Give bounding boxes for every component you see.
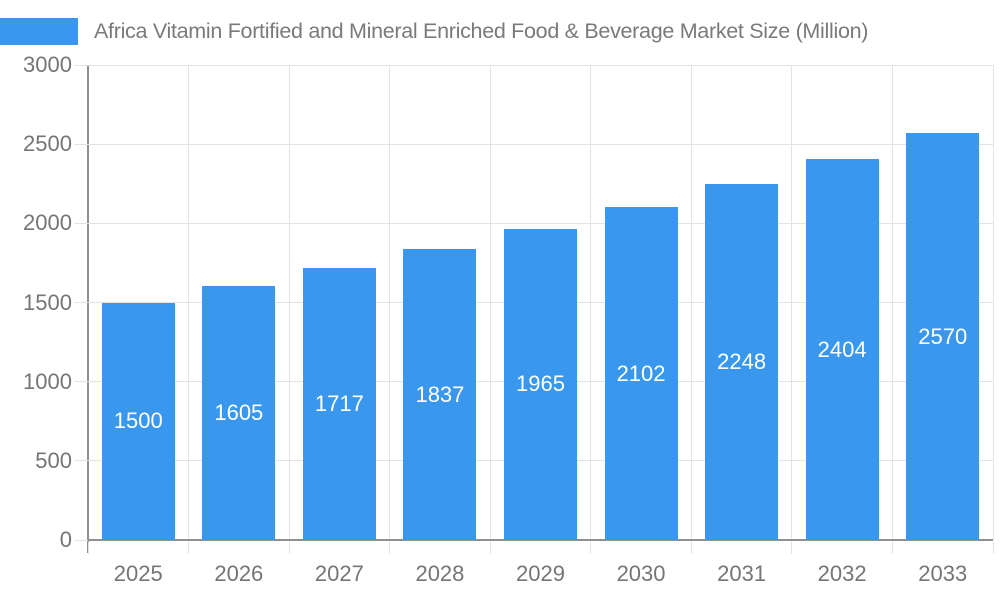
bar-value-label: 1500	[113, 408, 163, 434]
bar-2025[interactable]: 1500	[101, 302, 175, 540]
x-tick-label: 2031	[717, 561, 767, 586]
v-gridline	[590, 65, 592, 540]
bar-2030[interactable]: 2102	[604, 207, 678, 540]
bar-value-label: 2570	[918, 323, 968, 349]
bar-value-label: 2248	[717, 349, 767, 375]
bar-value-label: 1837	[415, 381, 465, 407]
y-tick-label: 500	[35, 447, 72, 473]
v-gridline	[891, 65, 893, 540]
y-tick-mark	[74, 539, 88, 541]
bar-2033[interactable]: 2570	[906, 133, 980, 540]
plot-area: 1500 1605 1717 1837 1965 2102 2248 2404 2570	[88, 64, 994, 541]
x-tick-mark	[288, 542, 290, 554]
legend: Africa Vitamin Fortified and Mineral Enr…	[0, 18, 868, 45]
v-gridline	[188, 65, 190, 540]
x-tick-mark	[992, 542, 994, 554]
bar-value-label: 2102	[616, 360, 666, 386]
bar-value-label: 1965	[516, 371, 565, 397]
v-gridline	[791, 65, 793, 540]
h-gridline	[88, 143, 993, 145]
bar-2026[interactable]: 1605	[202, 285, 276, 540]
bar-2031[interactable]: 2248	[705, 184, 779, 540]
x-tick-label: 2026	[214, 561, 264, 586]
y-tick-mark	[74, 381, 88, 383]
y-tick-label: 1500	[23, 289, 72, 315]
x-tick-mark	[87, 542, 89, 554]
v-gridline	[389, 65, 391, 540]
v-gridline	[992, 65, 994, 540]
x-tick-mark	[791, 542, 793, 554]
y-tick-mark	[74, 222, 88, 224]
y-tick-mark	[74, 64, 88, 66]
x-tick-label: 2030	[616, 561, 666, 586]
bar-2032[interactable]: 2404	[805, 159, 879, 540]
y-tick-mark	[74, 143, 88, 145]
h-gridline	[88, 222, 993, 224]
y-tick-mark	[74, 460, 88, 462]
bar-value-label: 1717	[314, 391, 364, 417]
y-tick-label: 3000	[23, 52, 72, 77]
chart-title: Africa Vitamin Fortified and Mineral Enr…	[94, 19, 869, 43]
x-tick-label: 2032	[817, 561, 867, 586]
v-gridline	[690, 65, 692, 540]
bar-value-label: 1605	[214, 399, 264, 425]
x-tick-mark	[389, 542, 391, 554]
x-tick-label: 2027	[314, 561, 364, 586]
x-tick-mark	[188, 542, 190, 554]
y-tick-label: 1000	[23, 368, 72, 394]
h-gridline	[88, 64, 993, 66]
y-tick-label: 0	[59, 527, 72, 552]
bar-2029[interactable]: 1965	[504, 228, 577, 540]
y-tick-mark	[74, 302, 88, 303]
x-tick-mark	[489, 542, 491, 554]
y-axis-line	[87, 65, 89, 553]
bar-2027[interactable]: 1717	[302, 268, 376, 540]
x-tick-label: 2028	[415, 561, 465, 586]
x-tick-mark	[690, 542, 692, 554]
v-gridline	[288, 65, 290, 540]
bar-value-label: 2404	[817, 336, 867, 362]
legend-swatch[interactable]	[0, 18, 78, 45]
x-tick-mark	[891, 542, 893, 554]
x-tick-label: 2033	[918, 561, 968, 586]
x-axis-line	[88, 539, 993, 541]
y-tick-label: 2000	[23, 210, 72, 236]
x-tick-label: 2029	[516, 561, 565, 586]
x-tick-mark	[590, 542, 592, 554]
y-tick-label: 2500	[23, 131, 72, 157]
x-tick-label: 2025	[113, 561, 163, 586]
v-gridline	[489, 65, 491, 540]
bar-2028[interactable]: 1837	[403, 249, 477, 540]
